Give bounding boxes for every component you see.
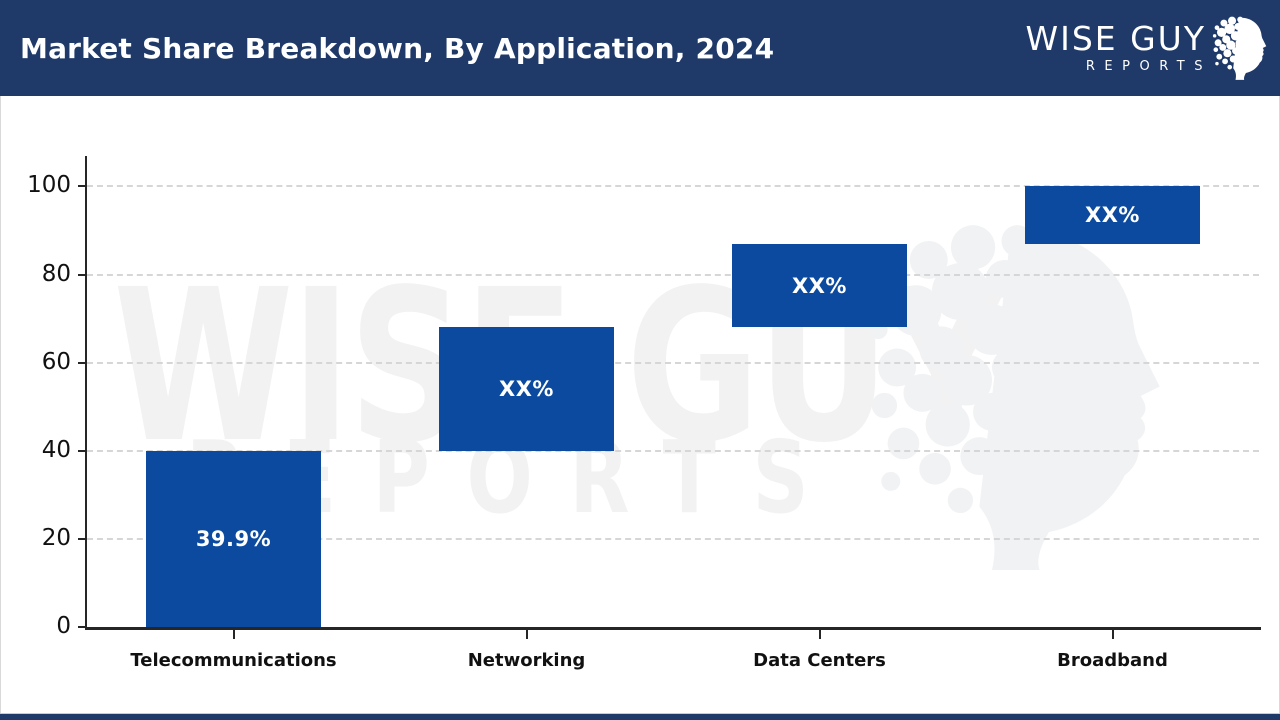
- x-axis-tick: [525, 630, 528, 639]
- bar-broadband: XX%: [1024, 186, 1201, 244]
- gridline: [87, 273, 1259, 276]
- page-title: Market Share Breakdown, By Application, …: [20, 31, 775, 65]
- gridline: [87, 449, 1259, 452]
- y-axis-tick-label: 40: [41, 436, 71, 463]
- wiseguy-logo: WISE GUY REPORTS: [1025, 0, 1268, 96]
- gridline: [87, 185, 1259, 188]
- y-axis-tick: [78, 537, 85, 540]
- footer-bar: [0, 713, 1280, 720]
- x-axis-tick: [818, 630, 821, 639]
- x-axis-label-networking: Networking: [467, 650, 586, 671]
- plot-region: 0 20 40 60 80 100 Telecommunications Networking…: [27, 156, 1261, 671]
- y-axis-tick-label: 80: [41, 260, 71, 287]
- bar-telecommunications: 39.9%: [145, 451, 322, 627]
- x-axis-tick: [1111, 630, 1114, 639]
- y-axis-line: [85, 156, 87, 629]
- bar-value-label: 39.9%: [195, 527, 272, 552]
- y-axis-tick-label: 100: [27, 172, 71, 199]
- bar-value-label: XX%: [1085, 203, 1140, 228]
- logo-wordmark: WISE GUY: [1025, 19, 1206, 58]
- gridline: [87, 361, 1259, 364]
- bar-value-label: XX%: [499, 377, 554, 402]
- x-axis-label-broadband: Broadband: [1057, 650, 1168, 671]
- bar-networking: XX%: [438, 327, 615, 451]
- y-axis-tick-label: 20: [41, 524, 71, 551]
- y-axis-tick: [78, 361, 85, 364]
- y-axis-tick: [78, 185, 85, 188]
- x-axis-label-telecommunications: Telecommunications: [130, 650, 337, 671]
- bar-value-label: XX%: [792, 273, 847, 298]
- chart-area: WISE GUY REPORTS 0 20 40 60 80 100 Telecommuni…: [0, 96, 1280, 713]
- logo-subtext: REPORTS: [1085, 59, 1212, 74]
- x-axis-line: [85, 627, 1261, 630]
- gridline: [87, 537, 1259, 540]
- y-axis-tick: [78, 449, 85, 452]
- dotted-head-logo-icon: [1212, 16, 1267, 80]
- y-axis-tick-label: 0: [56, 613, 71, 639]
- x-axis-tick: [232, 630, 235, 639]
- y-axis-tick-label: 60: [41, 348, 71, 375]
- header: Market Share Breakdown, By Application, …: [0, 0, 1280, 96]
- y-axis-tick: [78, 626, 85, 628]
- bar-data-centers: XX%: [731, 243, 908, 328]
- x-axis-label-data-centers: Data Centers: [753, 650, 886, 671]
- y-axis-tick: [78, 273, 85, 276]
